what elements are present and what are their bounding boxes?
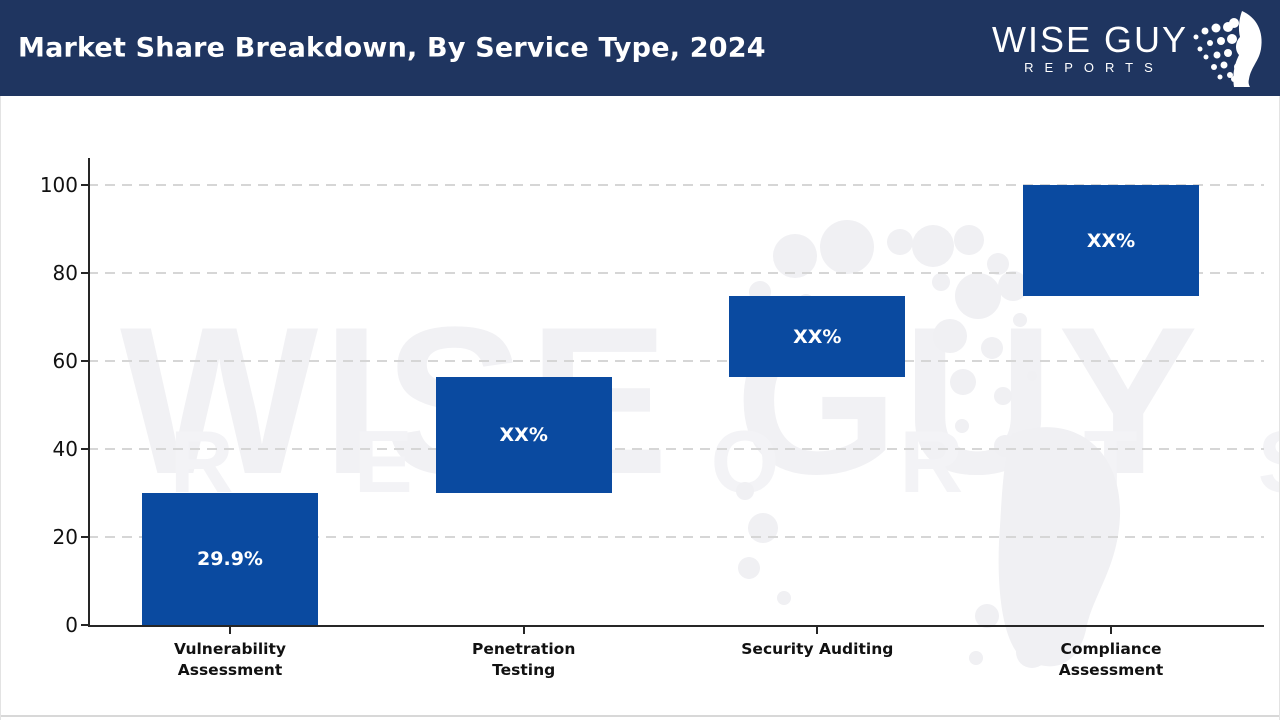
bar-segment — [142, 493, 318, 625]
chart-title: Market Share Breakdown, By Service Type,… — [18, 32, 766, 64]
x-category-label: Security Auditing — [741, 640, 894, 658]
watermark-subtext: R E P O R T S — [170, 412, 1280, 511]
x-tick-mark — [1110, 627, 1112, 634]
brand-logo-text: WISE GUY REPORTS — [991, 19, 1188, 75]
y-tick-mark — [81, 360, 88, 362]
y-tick-label: 80 — [52, 261, 78, 285]
x-axis-line — [88, 625, 1264, 627]
y-tick-label: 20 — [52, 525, 78, 549]
bar-segment — [1023, 185, 1199, 297]
brand-name: WISE GUY — [991, 19, 1188, 60]
x-category-label: Compliance Assessment — [1058, 640, 1164, 679]
x-category-label: Penetration Testing — [472, 640, 576, 679]
gridline-40 — [88, 448, 1264, 450]
x-tick-mark — [816, 627, 819, 634]
y-tick-mark — [81, 448, 88, 450]
y-tick-label: 100 — [39, 173, 78, 197]
y-tick-mark — [81, 536, 88, 538]
brand-subname: REPORTS — [1024, 60, 1164, 75]
gridline-80 — [88, 272, 1264, 274]
brand-logo: WISE GUY REPORTS — [992, 8, 1264, 88]
y-tick-label: 0 — [65, 613, 78, 637]
gridline-100 — [88, 184, 1264, 186]
y-tick-label: 40 — [52, 437, 78, 461]
x-tick-mark — [229, 627, 231, 634]
chart-plot-area: WISE GUY R E P O R T S 0 20 40 60 80 100 29.9%… — [0, 96, 1280, 720]
bar-value-label: 29.9% — [197, 548, 263, 571]
bottom-rule — [0, 715, 1280, 717]
watermark-text: WISE GUY — [120, 283, 1203, 518]
x-tick-mark — [522, 627, 525, 634]
y-tick-label: 60 — [52, 349, 78, 373]
bar-segment — [729, 296, 906, 377]
header-bar: Market Share Breakdown, By Service Type,… — [0, 0, 1280, 96]
bar-value-label: XX% — [499, 424, 548, 447]
y-tick-mark — [81, 272, 88, 274]
gridline-60 — [88, 360, 1264, 362]
y-tick-mark — [81, 184, 88, 186]
left-rule — [0, 96, 1, 720]
gridline-20 — [88, 536, 1264, 538]
y-axis-line — [88, 158, 90, 627]
bar-segment — [435, 376, 612, 494]
y-tick-mark — [81, 624, 88, 626]
head-profile-icon — [1193, 11, 1262, 87]
x-category-label: Vulnerability Assessment — [174, 640, 286, 679]
bar-value-label: XX% — [1086, 229, 1136, 252]
bar-value-label: XX% — [793, 325, 842, 348]
